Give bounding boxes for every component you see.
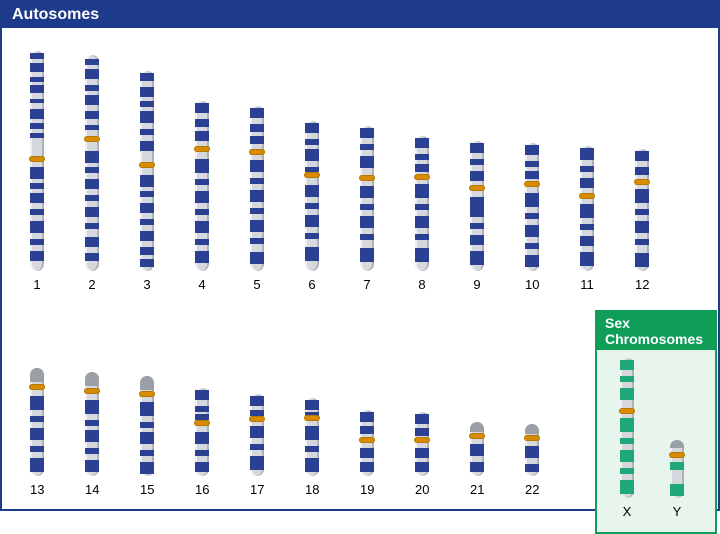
chromosome-label: 5 [253,277,260,292]
chromosome-1: 1 [30,51,44,292]
chromosome-19: 19 [360,410,374,497]
chromosome-label: 21 [470,482,484,497]
chromosome-4: 4 [195,101,209,292]
chromosome-12: 12 [635,149,649,292]
sex-chromosome-header: SexChromosomes [597,312,715,350]
chromosome-label: 12 [635,277,649,292]
chromosome-label: 11 [580,277,594,292]
chromosome-label: 4 [198,277,205,292]
chromosome-label: 18 [305,482,319,497]
chromosome-22: 22 [525,424,539,497]
chromosome-6: 6 [305,121,319,292]
chromosome-2: 2 [85,55,99,292]
chromosome-18: 18 [305,398,319,497]
chromosome-label: 1 [33,277,40,292]
chromosome-label: 13 [30,482,44,497]
sex-chromosome-panel: SexChromosomes [595,310,717,534]
karyotype-frame: Autosomes 123456789101112131415161718192… [0,0,720,511]
chromosome-8: 8 [415,136,429,292]
chromosome-X: X [620,358,634,519]
chromosome-label: 6 [308,277,315,292]
chromosome-label: 10 [525,277,539,292]
karyotype-area: 12345678910111213141516171819202122SexCh… [2,28,718,507]
chromosome-label: 20 [415,482,429,497]
chromosome-label: 16 [195,482,209,497]
chromosome-label: 7 [363,277,370,292]
chromosome-label: 3 [143,277,150,292]
chromosome-14: 14 [85,372,99,497]
chromosome-label: 8 [418,277,425,292]
chromosome-label: 22 [525,482,539,497]
chromosome-15: 15 [140,376,154,497]
chromosome-label: 14 [85,482,99,497]
chromosome-17: 17 [250,394,264,497]
chromosome-20: 20 [415,412,429,497]
chromosome-9: 9 [470,141,484,292]
chromosome-label: 2 [88,277,95,292]
autosomes-header: Autosomes [2,2,718,28]
chromosome-5: 5 [250,106,264,292]
chromosome-label: 17 [250,482,264,497]
chromosome-label: 19 [360,482,374,497]
chromosome-16: 16 [195,388,209,497]
chromosome-7: 7 [360,126,374,292]
chromosome-label: Y [673,504,682,519]
chromosome-label: 15 [140,482,154,497]
chromosome-label: 9 [473,277,480,292]
chromosome-3: 3 [140,71,154,292]
chromosome-label: X [623,504,632,519]
chromosome-11: 11 [580,146,594,292]
chromosome-13: 13 [30,368,44,497]
chromosome-10: 10 [525,143,539,292]
chromosome-Y: Y [670,440,684,519]
chromosome-21: 21 [470,422,484,497]
